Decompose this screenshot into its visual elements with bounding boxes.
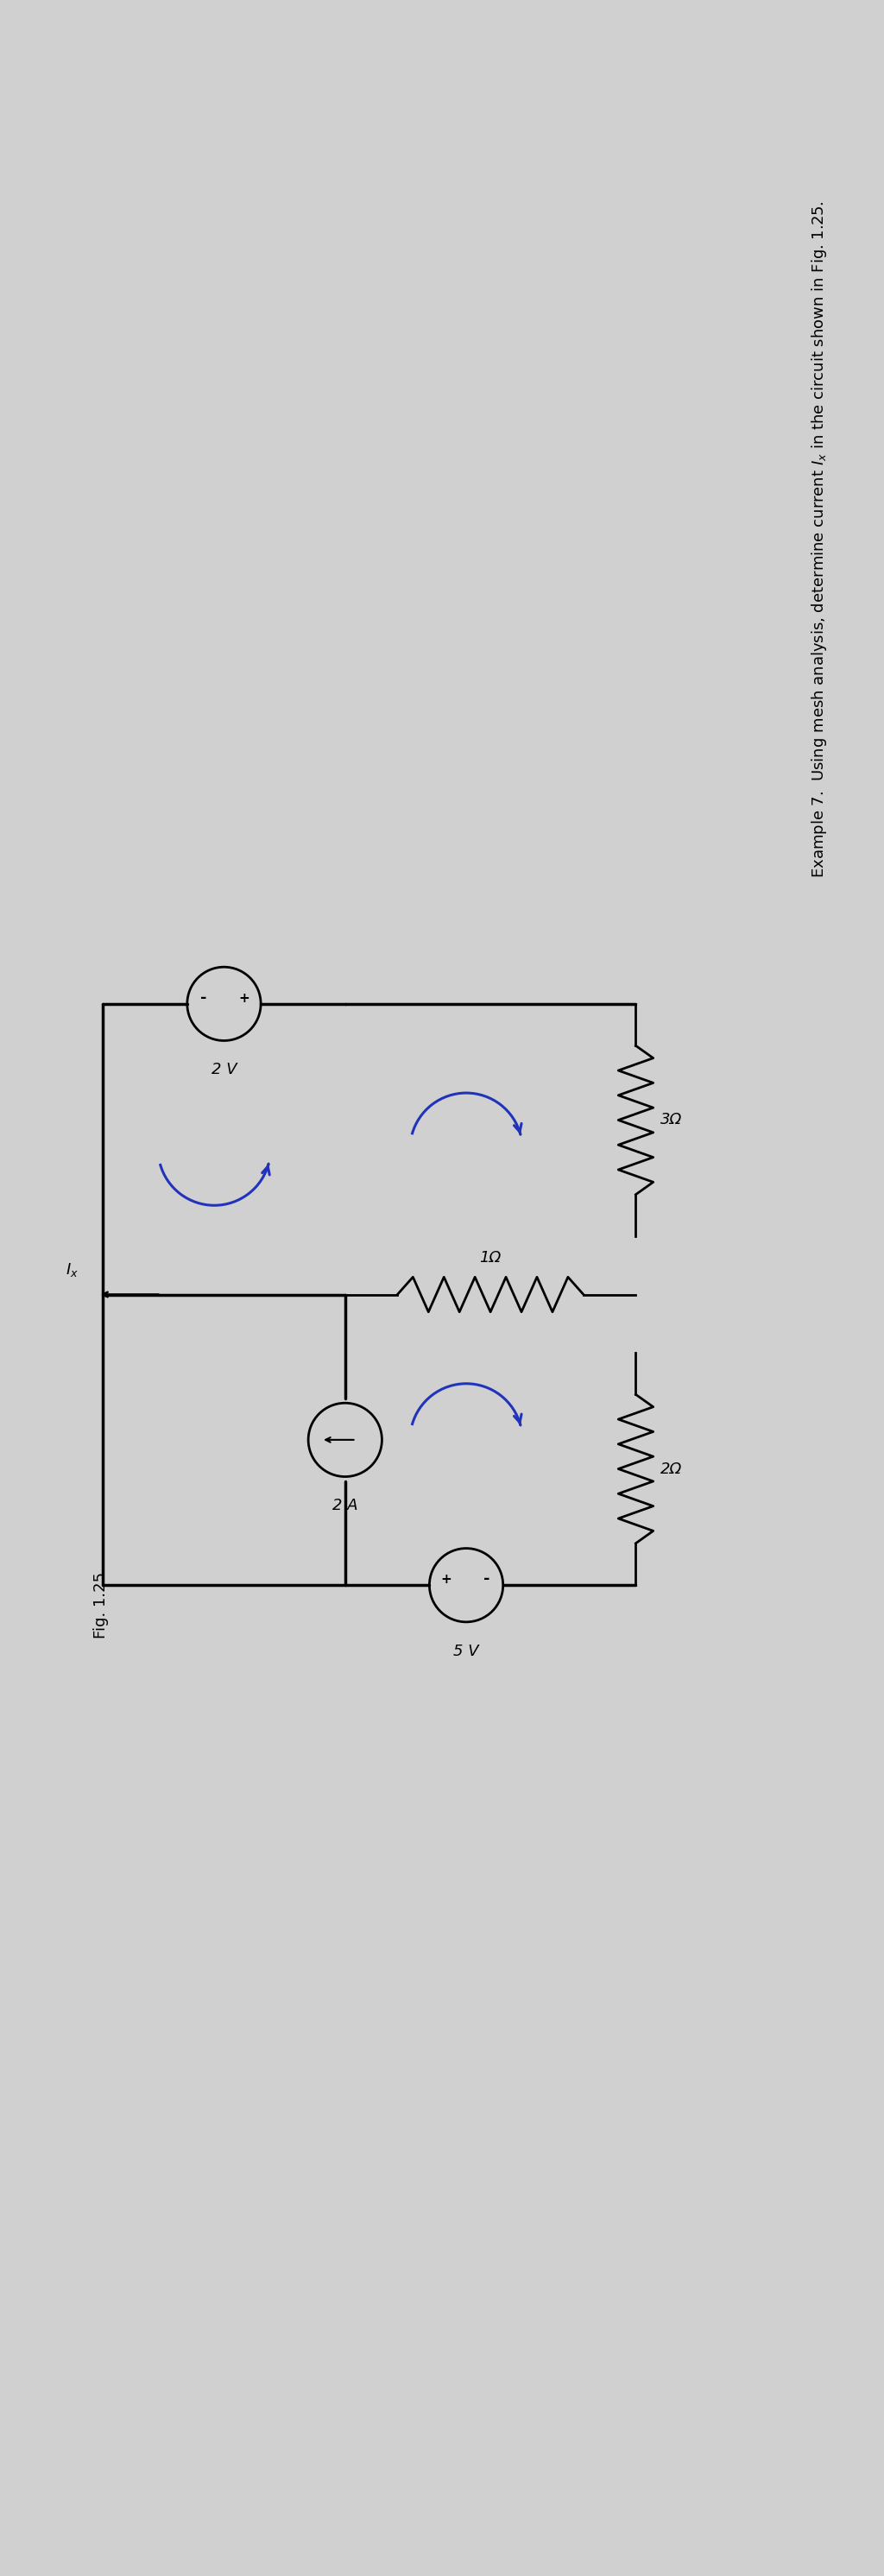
Text: Fig. 1.25: Fig. 1.25: [93, 1571, 109, 1638]
Text: 2 A: 2 A: [332, 1499, 358, 1515]
Text: -: -: [201, 989, 207, 1005]
Text: 1Ω: 1Ω: [479, 1249, 501, 1265]
Text: +: +: [239, 992, 250, 1005]
Text: -: -: [484, 1571, 490, 1587]
Text: 2Ω: 2Ω: [660, 1461, 682, 1476]
Text: 5 V: 5 V: [453, 1643, 479, 1659]
Text: +: +: [440, 1574, 452, 1587]
Text: Example 7.  Using mesh analysis, determine current $I_x$ in the circuit shown in: Example 7. Using mesh analysis, determin…: [810, 201, 829, 878]
Text: $I_x$: $I_x$: [65, 1262, 79, 1278]
Text: 3Ω: 3Ω: [660, 1113, 682, 1128]
Text: 2 V: 2 V: [211, 1061, 237, 1077]
